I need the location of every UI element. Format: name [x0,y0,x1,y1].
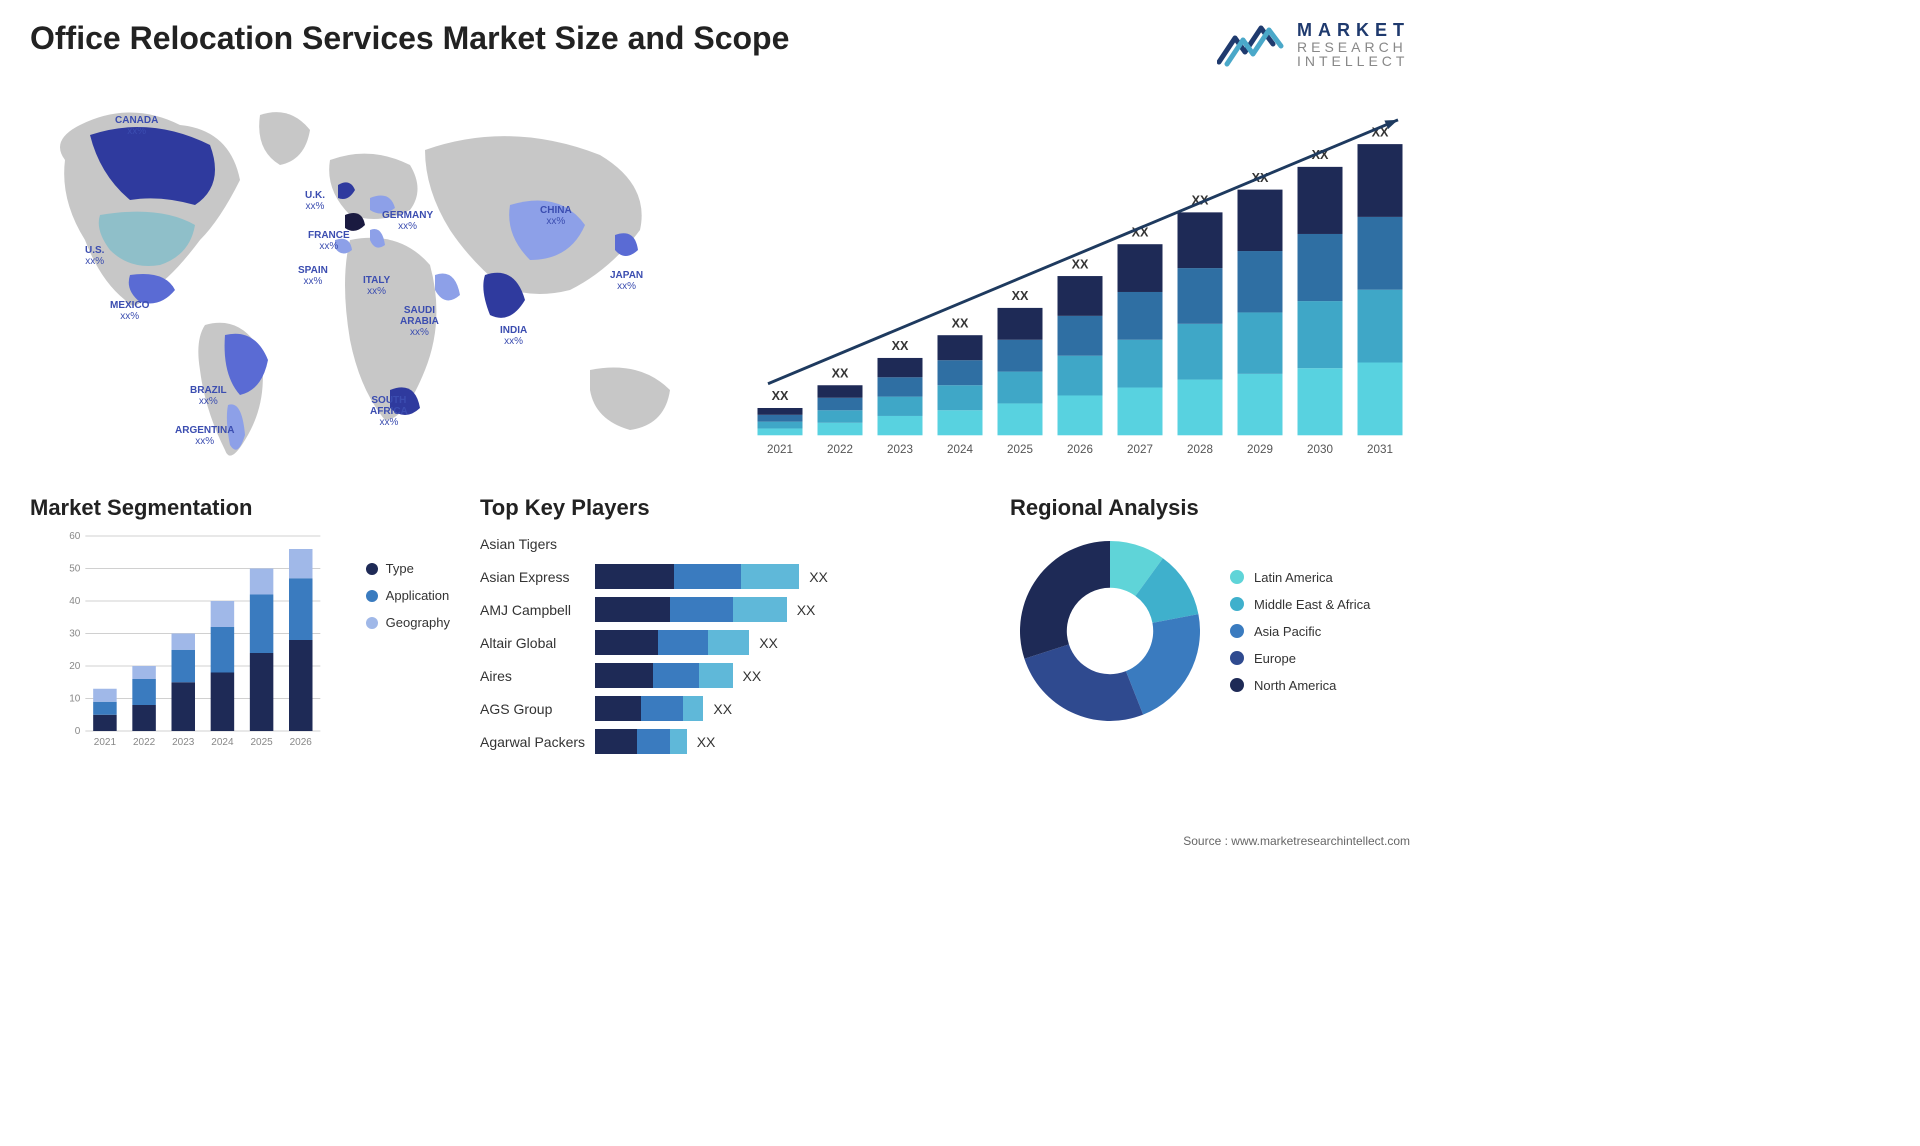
svg-text:XX: XX [772,389,789,403]
svg-text:2027: 2027 [1127,443,1153,456]
map-label: FRANCExx% [308,230,350,252]
map-label: SPAINxx% [298,265,328,287]
source-text: Source : www.marketresearchintellect.com [1183,834,1410,848]
map-label: JAPANxx% [610,270,643,292]
player-label: Asian Express [480,564,585,589]
player-label: Agarwal Packers [480,729,585,754]
svg-text:2022: 2022 [827,443,853,456]
svg-text:2021: 2021 [767,443,793,456]
brand-logo: MARKET RESEARCH INTELLECT [1217,20,1410,70]
svg-text:XX: XX [832,366,849,380]
player-bar: XX [595,696,980,721]
svg-text:2031: 2031 [1367,443,1393,456]
segmentation-title: Market Segmentation [30,495,450,521]
regional-legend-item: Middle East & Africa [1230,597,1370,612]
svg-text:2029: 2029 [1247,443,1273,456]
map-label: MEXICOxx% [110,300,149,322]
regional-legend: Latin America Middle East & Africa Asia Pa… [1230,570,1370,693]
svg-text:2026: 2026 [290,737,313,748]
regional-legend-item: Asia Pacific [1230,624,1370,639]
svg-text:20: 20 [69,661,81,672]
svg-text:10: 10 [69,694,81,705]
svg-text:2023: 2023 [172,737,195,748]
map-label: U.K.xx% [305,190,325,212]
svg-text:60: 60 [69,531,81,542]
player-bar: XX [595,564,980,589]
player-bar: XX [595,597,980,622]
svg-text:2021: 2021 [94,737,117,748]
regional-legend-item: Latin America [1230,570,1370,585]
svg-text:2030: 2030 [1307,443,1333,456]
logo-text-3: INTELLECT [1297,54,1410,69]
logo-text-2: RESEARCH [1297,40,1410,55]
svg-text:XX: XX [1012,289,1029,303]
world-map: CANADAxx% U.S.xx% MEXICOxx% BRAZILxx% ARGENT… [30,90,710,470]
player-bar: XX [595,663,980,688]
map-label: GERMANYxx% [382,210,433,232]
segmentation-legend-item: Type [366,561,450,576]
map-label: INDIAxx% [500,325,527,347]
svg-text:2025: 2025 [250,737,273,748]
svg-text:2022: 2022 [133,737,156,748]
svg-text:XX: XX [892,339,909,353]
map-label: U.S.xx% [85,245,104,267]
growth-chart: XX2021XX2022XX2023XX2024XX2025XX2026XX20… [750,90,1410,470]
map-label: BRAZILxx% [190,385,227,407]
svg-text:2028: 2028 [1187,443,1213,456]
segmentation-legend: Type Application Geography [366,561,450,751]
regional-donut [1010,531,1210,731]
key-players-title: Top Key Players [480,495,980,521]
regional-section: Regional Analysis Latin America Middle Ea… [1010,495,1410,754]
segmentation-legend-item: Application [366,588,450,603]
player-label: Aires [480,663,585,688]
svg-text:XX: XX [1072,257,1089,271]
svg-text:2024: 2024 [947,443,973,456]
logo-text-1: MARKET [1297,21,1410,40]
svg-text:30: 30 [69,629,81,640]
page-title: Office Relocation Services Market Size a… [30,20,789,57]
player-label: AMJ Campbell [480,597,585,622]
regional-title: Regional Analysis [1010,495,1410,521]
map-label: ITALYxx% [363,275,390,297]
svg-text:2023: 2023 [887,443,913,456]
svg-text:50: 50 [69,564,81,575]
svg-text:40: 40 [69,596,81,607]
svg-text:2026: 2026 [1067,443,1093,456]
map-label: SAUDIARABIAxx% [400,305,439,338]
player-label: AGS Group [480,696,585,721]
segmentation-legend-item: Geography [366,615,450,630]
svg-text:2025: 2025 [1007,443,1033,456]
svg-text:XX: XX [952,316,969,330]
regional-legend-item: Europe [1230,651,1370,666]
map-label: CANADAxx% [115,115,158,137]
regional-legend-item: North America [1230,678,1370,693]
map-label: ARGENTINAxx% [175,425,234,447]
map-label: SOUTHAFRICAxx% [370,395,408,428]
svg-text:2024: 2024 [211,737,234,748]
player-bar: XX [595,630,980,655]
player-bar: XX [595,729,980,754]
key-players-section: Top Key Players Asian Tigers Asian Expres… [480,495,980,754]
player-label: Asian Tigers [480,531,585,556]
map-label: CHINAxx% [540,205,572,227]
segmentation-section: Market Segmentation 0 10 20 30 40 50 60 2021 202… [30,495,450,754]
svg-text:0: 0 [75,726,81,737]
logo-mark-icon [1217,20,1287,70]
player-label: Altair Global [480,630,585,655]
